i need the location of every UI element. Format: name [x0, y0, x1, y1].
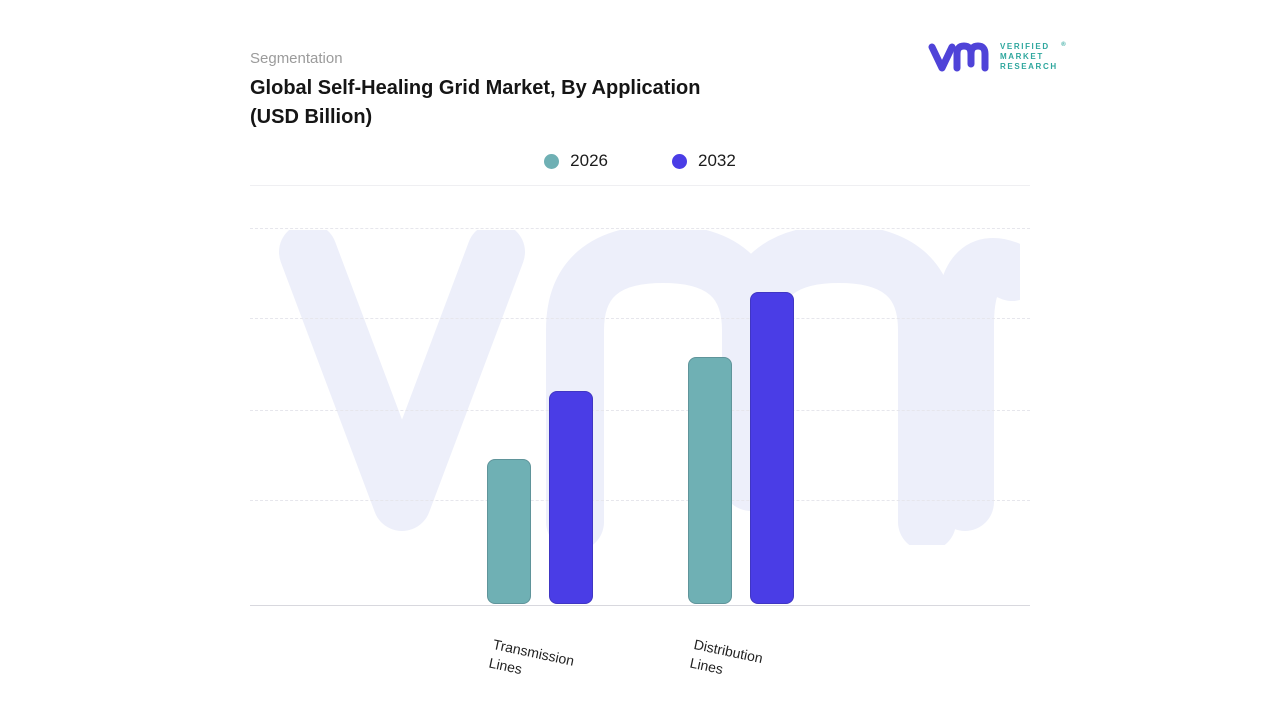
bar-2032-distribution-lines — [750, 292, 794, 604]
legend-label-2032: 2032 — [698, 151, 736, 170]
chart-title: Global Self-Healing Grid Market, By Appl… — [250, 74, 890, 132]
bar-2026-transmission-lines — [487, 459, 531, 604]
legend-item-2032: 2032 — [672, 151, 736, 171]
chart-title-line2: (USD Billion) — [250, 106, 373, 128]
legend-dot-2026 — [544, 153, 560, 169]
vmr-watermark-icon — [279, 230, 1020, 545]
bar-2032-transmission-lines — [549, 391, 593, 604]
section-label: Segmentation — [250, 50, 343, 67]
legend-dot-2032 — [672, 153, 687, 169]
plot-area: Transmission Lines Distribution Lines — [250, 228, 1030, 677]
x-axis-label-0: Transmission Lines — [487, 635, 622, 699]
gridline-2 — [250, 318, 1030, 319]
legend-item-2026: 2026 — [544, 151, 608, 171]
chart-title-line1: Global Self-Healing Grid Market, By Appl… — [250, 77, 701, 99]
legend-label-2026: 2026 — [570, 151, 608, 170]
gridline-top — [250, 228, 1030, 229]
bar-2026-distribution-lines — [688, 357, 732, 604]
x-axis-label-1: Distribution Lines — [688, 635, 823, 699]
vmr-logo-icon — [928, 42, 989, 72]
gridline-3 — [250, 410, 1030, 411]
header-divider — [250, 185, 1030, 186]
logo-line-verified: VERIFIED — [1000, 42, 1050, 51]
gridline-4 — [250, 500, 1030, 501]
logo-line-research: RESEARCH — [1000, 62, 1058, 71]
vmr-logo-text: ® VERIFIED MARKET RESEARCH — [1000, 42, 1066, 72]
registered-mark: ® — [1061, 42, 1066, 48]
logo-line-market: MARKET — [1000, 52, 1044, 61]
vmr-logo: ® VERIFIED MARKET RESEARCH — [928, 40, 1066, 74]
legend: 2026 2032 — [250, 146, 1030, 176]
